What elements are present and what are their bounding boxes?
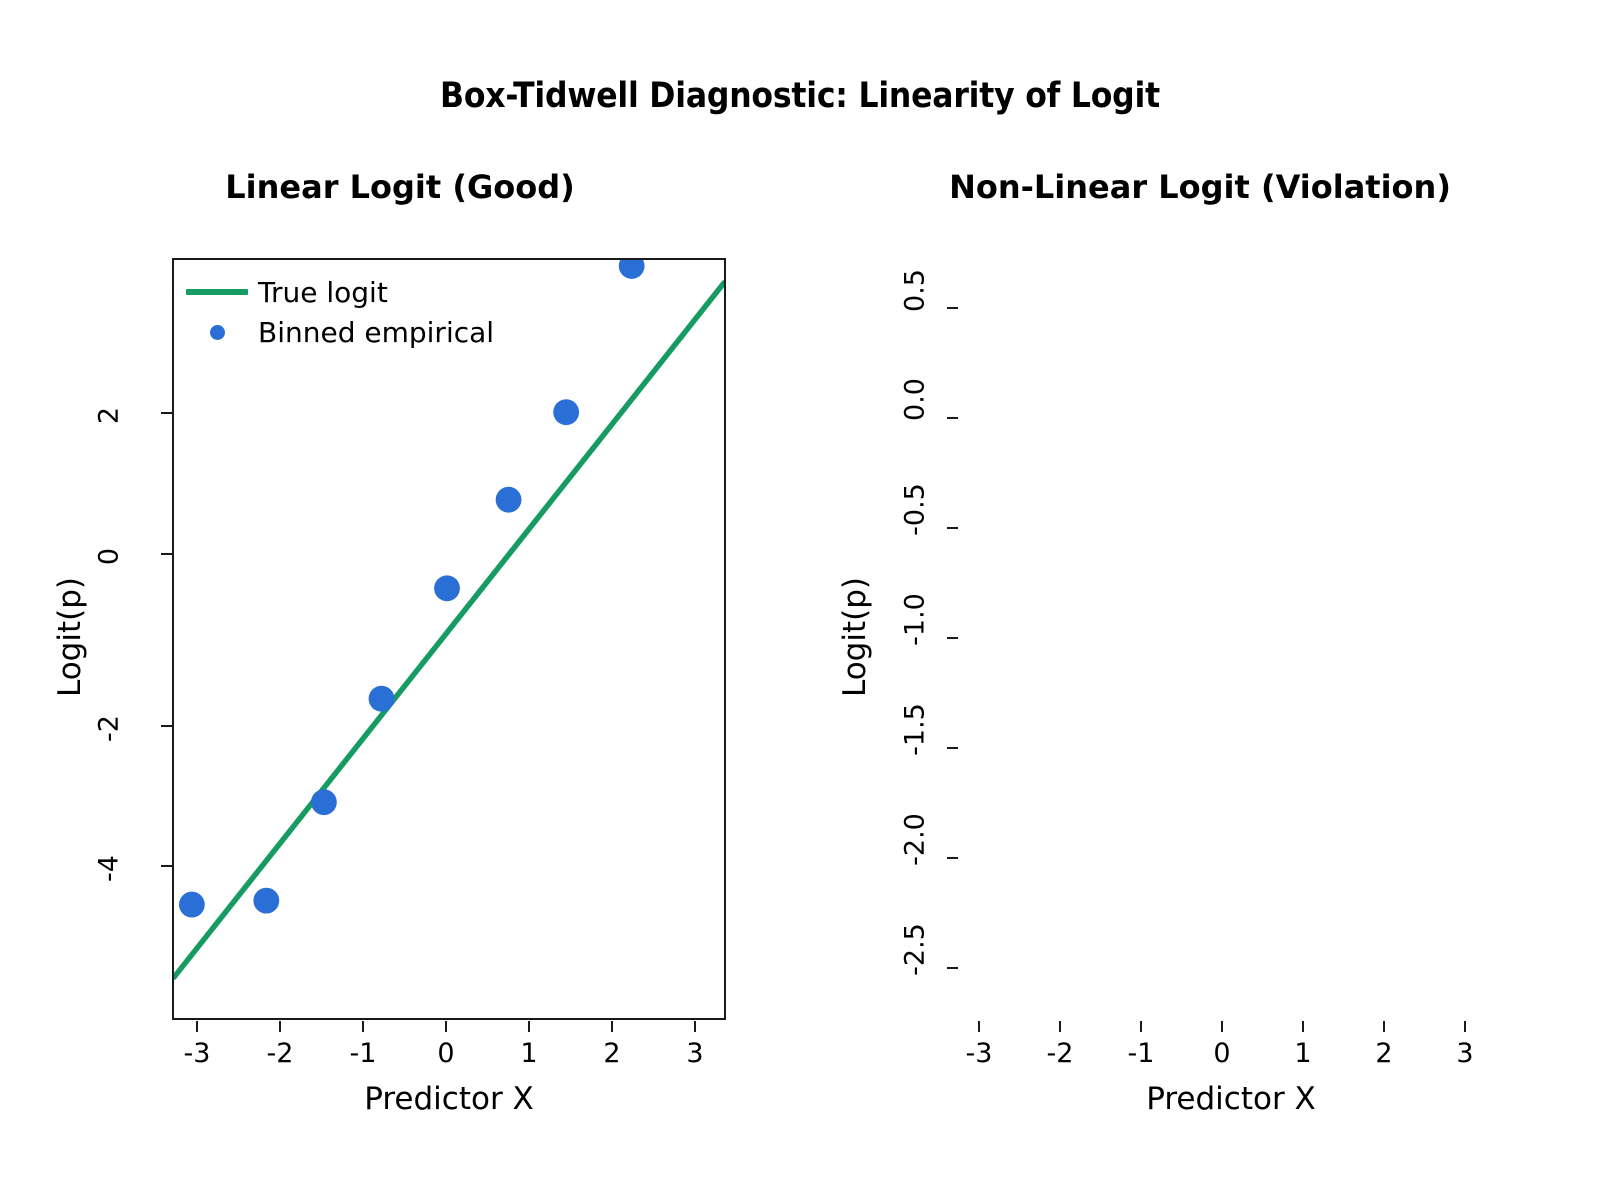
panel-right-xtick-mark-1	[1059, 1021, 1061, 1032]
panel-left-ytick-mark-1	[161, 553, 172, 555]
panel-right-xtick-0: -3	[965, 1038, 993, 1069]
panel-right-ytick-mark-2	[947, 527, 958, 529]
panel-right-xtick-mark-3	[1221, 1021, 1223, 1032]
panel-left-xtick-mark-5	[611, 1021, 613, 1032]
panel-left-xtick-mark-1	[279, 1021, 281, 1032]
panel-right-ytick-mark-6	[947, 967, 958, 969]
panel-left-xtick-2: -1	[349, 1038, 377, 1069]
panel-left-xtick-mark-6	[694, 1021, 696, 1032]
panel-left-xtick-mark-4	[528, 1021, 530, 1032]
panel-right-xtick-6: 3	[1456, 1038, 1474, 1069]
true-logit-line	[174, 280, 724, 980]
panel-left-xtick-mark-2	[362, 1021, 364, 1032]
panel-left-ytick-mark-3	[161, 865, 172, 867]
panel-right-xtick-mark-5	[1383, 1021, 1385, 1032]
panel-left-xtick-mark-3	[445, 1021, 447, 1032]
panel-right-ytick-6: -2.5	[899, 923, 931, 976]
panel-right-xtick-4: 1	[1294, 1038, 1312, 1069]
panel-left-xtick-3: 0	[437, 1038, 455, 1069]
panel-left-title: Linear Logit (Good)	[225, 168, 575, 206]
panel-left-ytick-1: 0	[93, 547, 125, 566]
panel-left-legend: True logit Binned empirical	[178, 274, 494, 350]
panel-left-xtick-0: -3	[183, 1038, 211, 1069]
panel-left-xtick-1: -2	[266, 1038, 294, 1069]
panel-left-plot-area: True logit Binned empirical	[172, 258, 726, 1020]
panel-right-ytick-3: -1.0	[899, 593, 931, 646]
legend-item-true-logit: True logit	[178, 274, 494, 310]
panel-right-ytick-2: -0.5	[899, 483, 931, 536]
legend-dot-swatch-icon	[178, 324, 256, 340]
panel-right-ylabel: Logit(p)	[837, 577, 873, 698]
panel-right-xtick-5: 2	[1375, 1038, 1393, 1069]
panel-right-xlabel: Predictor X	[1146, 1081, 1316, 1117]
panel-left-xtick-mark-0	[196, 1021, 198, 1032]
panel-right-ytick-mark-1	[947, 417, 958, 419]
main-title: Box-Tidwell Diagnostic: Linearity of Log…	[440, 76, 1160, 116]
panel-left-ylabel: Logit(p)	[52, 577, 88, 698]
panel-linear-logit: Linear Logit (Good) Logit(p) 2 0 -2 -4	[52, 168, 726, 1117]
panel-right-xtick-mark-6	[1464, 1021, 1466, 1032]
panel-right-ytick-mark-3	[947, 637, 958, 639]
panel-left-ytick-3: -4	[93, 855, 125, 882]
panel-left-ytick-mark-0	[161, 412, 172, 414]
panel-right-ytick-5: -2.0	[899, 813, 931, 866]
panel-right-xtick-mark-4	[1302, 1021, 1304, 1032]
panel-left-xtick-5: 2	[603, 1038, 621, 1069]
panel-right-xtick-mark-0	[978, 1021, 980, 1032]
binned-empirical-points	[178, 260, 645, 918]
legend-line-swatch-icon	[178, 289, 256, 295]
panel-left-plot-svg	[174, 260, 724, 980]
panel-right-ytick-1: 0.0	[899, 378, 931, 421]
panel-right-xtick-3: 0	[1213, 1038, 1231, 1069]
panel-right-xtick-mark-2	[1140, 1021, 1142, 1032]
panel-left-ytick-0: 2	[93, 406, 125, 425]
panel-left-xtick-6: 3	[686, 1038, 704, 1069]
panel-left-ytick-2: -2	[93, 715, 125, 742]
legend-item-binned-empirical: Binned empirical	[178, 314, 494, 350]
panel-left-xtick-4: 1	[520, 1038, 538, 1069]
panel-right-ytick-mark-4	[947, 747, 958, 749]
panel-right-ytick-0: 0.5	[899, 269, 931, 312]
panel-right-xtick-2: -1	[1127, 1038, 1155, 1069]
panel-right-ytick-mark-0	[947, 307, 958, 309]
panel-right-xtick-1: -2	[1046, 1038, 1074, 1069]
panel-nonlinear-logit: Non-Linear Logit (Violation) Logit(p) 0.…	[800, 0, 1600, 1200]
panel-left-ytick-mark-2	[161, 725, 172, 727]
panel-right-ytick-mark-5	[947, 857, 958, 859]
panel-right-title: Non-Linear Logit (Violation)	[949, 168, 1451, 206]
panel-right-ytick-4: -1.5	[899, 703, 931, 756]
panel-left-xlabel: Predictor X	[364, 1081, 534, 1117]
legend-label-true-logit: True logit	[258, 275, 388, 309]
legend-label-binned-empirical: Binned empirical	[258, 315, 495, 349]
